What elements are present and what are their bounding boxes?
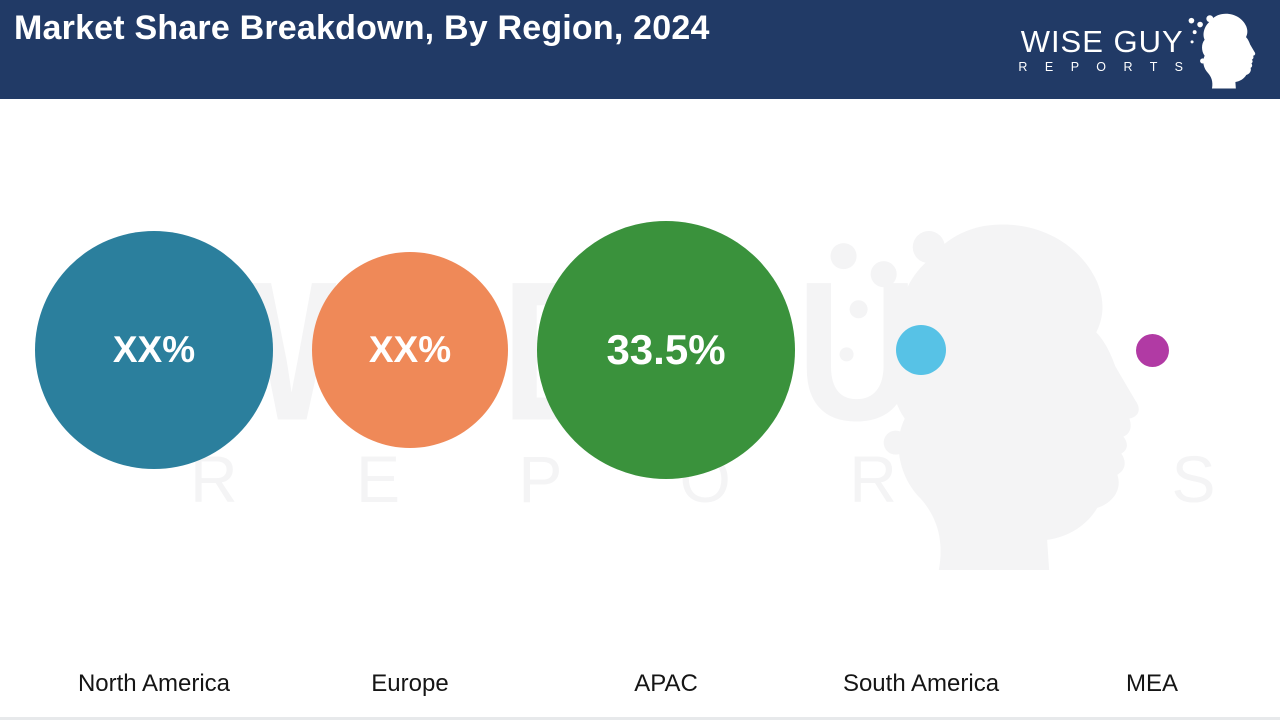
category-label-europe: Europe: [371, 670, 449, 697]
category-label-mea: MEA: [1125, 670, 1178, 697]
wise-guy-logo: WISE GUY R E P O R T S: [1014, 8, 1264, 92]
logo-subtitle: R E P O R T S: [1018, 60, 1190, 75]
header-bar: Market Share Breakdown, By Region, 2024 …: [0, 0, 1280, 99]
logo-wordmark: WISE GUY: [1020, 23, 1184, 59]
logo-text: WISE GUY R E P O R T S: [1014, 23, 1190, 75]
bubble-north-america: XX%: [35, 231, 273, 469]
page-title: Market Share Breakdown, By Region, 2024: [14, 9, 710, 47]
bubble-apac: 33.5%: [537, 221, 795, 479]
bubble-value-north-america: XX%: [112, 329, 196, 370]
category-label-south-america: South America: [842, 670, 1000, 697]
bubble-south-america: [896, 325, 946, 375]
category-label-north-america: North America: [77, 670, 231, 697]
bottom-strip: [0, 717, 1280, 720]
watermark-head-icon: [830, 224, 1139, 570]
bubble-mea: [1135, 333, 1169, 367]
category-label-apac: APAC: [634, 670, 698, 697]
bubble-europe: XX%: [312, 252, 508, 448]
logo-head-icon: [1188, 13, 1256, 89]
bubble-value-apac: 33.5%: [606, 326, 726, 373]
bubble-value-europe: XX%: [368, 329, 452, 370]
